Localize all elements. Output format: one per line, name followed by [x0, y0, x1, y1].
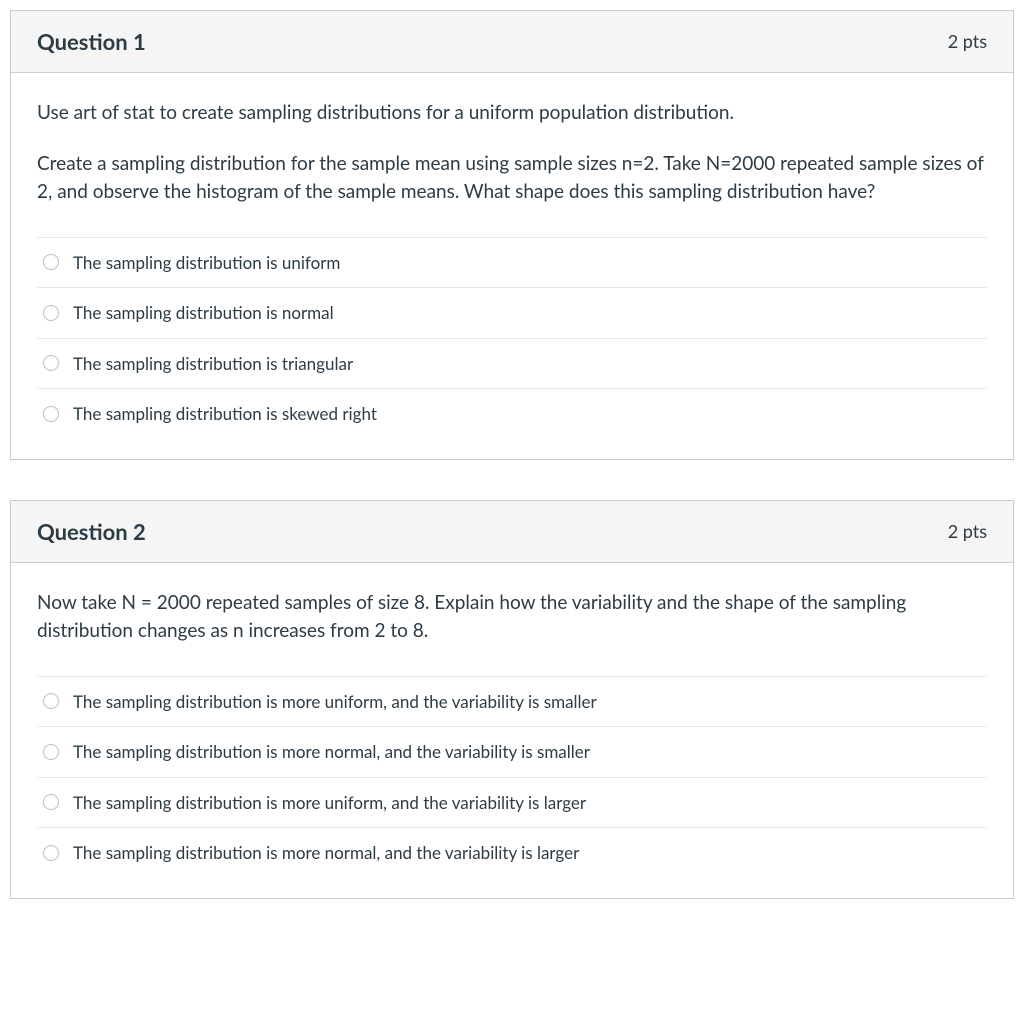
answer-label: The sampling distribution is normal: [73, 300, 983, 326]
question-prompt: Use art of stat to create sampling distr…: [37, 99, 987, 207]
answer-label: The sampling distribution is more normal…: [73, 840, 983, 866]
answer-option[interactable]: The sampling distribution is skewed righ…: [37, 388, 987, 439]
question-card: Question 1 2 pts Use art of stat to crea…: [10, 10, 1014, 460]
answer-option[interactable]: The sampling distribution is more unifor…: [37, 676, 987, 727]
question-prompt: Now take N = 2000 repeated samples of si…: [37, 589, 987, 646]
radio-icon[interactable]: [43, 305, 59, 321]
question-body: Now take N = 2000 repeated samples of si…: [11, 563, 1013, 898]
question-card: Question 2 2 pts Now take N = 2000 repea…: [10, 500, 1014, 899]
answer-option[interactable]: The sampling distribution is more normal…: [37, 726, 987, 777]
radio-icon[interactable]: [43, 254, 59, 270]
answer-option[interactable]: The sampling distribution is uniform: [37, 237, 987, 288]
answer-label: The sampling distribution is more unifor…: [73, 790, 983, 816]
prompt-paragraph: Now take N = 2000 repeated samples of si…: [37, 589, 987, 646]
radio-icon[interactable]: [43, 845, 59, 861]
question-points: 2 pts: [948, 518, 987, 545]
radio-icon[interactable]: [43, 406, 59, 422]
question-points: 2 pts: [948, 28, 987, 55]
radio-icon[interactable]: [43, 693, 59, 709]
answer-option[interactable]: The sampling distribution is more normal…: [37, 827, 987, 878]
radio-icon[interactable]: [43, 744, 59, 760]
radio-icon[interactable]: [43, 794, 59, 810]
answer-label: The sampling distribution is more unifor…: [73, 689, 983, 715]
answer-list: The sampling distribution is uniform The…: [37, 237, 987, 439]
answer-label: The sampling distribution is triangular: [73, 351, 983, 377]
answer-option[interactable]: The sampling distribution is triangular: [37, 338, 987, 389]
answer-label: The sampling distribution is skewed righ…: [73, 401, 983, 427]
answer-label: The sampling distribution is uniform: [73, 250, 983, 276]
question-title: Question 2: [37, 515, 146, 548]
question-body: Use art of stat to create sampling distr…: [11, 73, 1013, 459]
answer-label: The sampling distribution is more normal…: [73, 739, 983, 765]
prompt-paragraph: Use art of stat to create sampling distr…: [37, 99, 987, 128]
prompt-paragraph: Create a sampling distribution for the s…: [37, 150, 987, 207]
question-title: Question 1: [37, 25, 146, 58]
answer-option[interactable]: The sampling distribution is more unifor…: [37, 777, 987, 828]
radio-icon[interactable]: [43, 355, 59, 371]
answer-list: The sampling distribution is more unifor…: [37, 676, 987, 878]
answer-option[interactable]: The sampling distribution is normal: [37, 287, 987, 338]
question-header: Question 1 2 pts: [11, 11, 1013, 73]
question-header: Question 2 2 pts: [11, 501, 1013, 563]
